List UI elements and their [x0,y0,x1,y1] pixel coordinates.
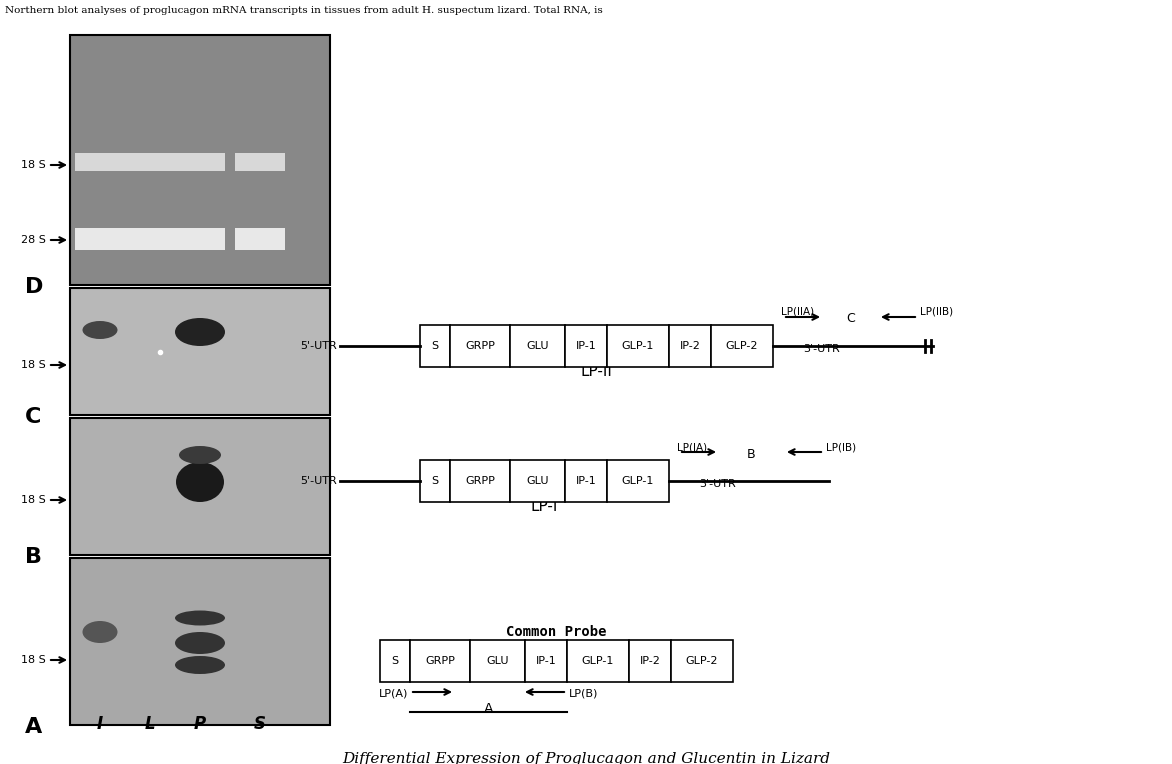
Text: GLP-1: GLP-1 [622,341,654,351]
Ellipse shape [175,656,225,674]
Bar [125,153,175,171]
Bar [565,325,607,367]
Text: D: D [25,277,43,297]
Bar [75,228,125,250]
Text: C: C [846,312,854,325]
Text: 18 S: 18 S [21,655,46,665]
Text: LP(B): LP(B) [568,688,599,698]
Text: GRPP: GRPP [465,341,495,351]
Ellipse shape [175,318,225,346]
Bar [70,35,331,285]
Text: IP-1: IP-1 [536,656,557,666]
Ellipse shape [176,462,224,502]
Bar [450,325,510,367]
Text: GLP-2: GLP-2 [725,341,758,351]
Bar [672,640,732,682]
Text: L: L [144,715,156,733]
Text: LP(IIA): LP(IIA) [781,307,815,317]
Bar [380,640,410,682]
Text: Northern blot analyses of proglucagon mRNA transcripts in tissues from adult H. : Northern blot analyses of proglucagon mR… [5,6,602,15]
Bar [510,460,565,502]
Bar [629,640,672,682]
Text: Common Probe: Common Probe [506,625,607,639]
Text: 18 S: 18 S [21,495,46,505]
Text: LP(A): LP(A) [379,688,408,698]
Text: IP-1: IP-1 [575,341,597,351]
Text: S: S [431,476,438,486]
Text: B: B [25,547,42,567]
Ellipse shape [175,610,225,626]
Text: LP-I: LP-I [531,499,558,514]
Text: LP(IB): LP(IB) [826,442,856,452]
Text: GLP-2: GLP-2 [686,656,718,666]
Text: I: I [97,715,103,733]
Bar [175,228,225,250]
Text: S: S [431,341,438,351]
Bar [175,153,225,171]
Bar [450,460,510,502]
Ellipse shape [82,621,117,643]
Bar [236,228,285,250]
Bar [420,325,450,367]
Text: GRPP: GRPP [465,476,495,486]
Text: 18 S: 18 S [21,160,46,170]
Text: GLU: GLU [526,341,548,351]
Bar [669,325,711,367]
Text: IP-1: IP-1 [575,476,597,486]
Text: IP-2: IP-2 [680,341,701,351]
Text: 3'-UTR: 3'-UTR [699,479,736,489]
Bar [125,228,175,250]
Text: GLU: GLU [526,476,548,486]
Bar [75,153,125,171]
Text: C: C [25,407,41,427]
Text: B: B [748,448,756,461]
Text: GLU: GLU [486,656,509,666]
Text: LP-II: LP-II [580,364,613,379]
Text: GLP-1: GLP-1 [622,476,654,486]
Text: 5'-UTR: 5'-UTR [300,476,338,486]
Bar [70,288,331,415]
Ellipse shape [175,632,225,654]
Text: GLP-1: GLP-1 [581,656,614,666]
Text: 18 S: 18 S [21,360,46,370]
Bar [470,640,525,682]
Bar [510,325,565,367]
Text: S: S [391,656,398,666]
Bar [567,640,629,682]
Text: IP-2: IP-2 [640,656,661,666]
Ellipse shape [179,446,222,464]
Text: LP(IIB): LP(IIB) [920,307,953,317]
Bar [607,460,669,502]
Bar [70,558,331,725]
Text: LP(IA): LP(IA) [677,442,707,452]
Bar [711,325,774,367]
Bar [236,153,285,171]
Text: A: A [484,702,493,716]
Text: 5'-UTR: 5'-UTR [300,341,338,351]
Text: GRPP: GRPP [425,656,455,666]
Text: S: S [254,715,266,733]
Bar [410,640,470,682]
Bar [70,418,331,555]
Text: A: A [25,717,42,737]
Bar [607,325,669,367]
Text: 28 S: 28 S [21,235,46,245]
Ellipse shape [82,321,117,339]
Bar [525,640,567,682]
Text: Differential Expression of Proglucagon and Glucentin in Lizard: Differential Expression of Proglucagon a… [342,752,830,764]
Text: 3'-UTR: 3'-UTR [803,344,840,354]
Bar [420,460,450,502]
Bar [565,460,607,502]
Text: P: P [193,715,206,733]
